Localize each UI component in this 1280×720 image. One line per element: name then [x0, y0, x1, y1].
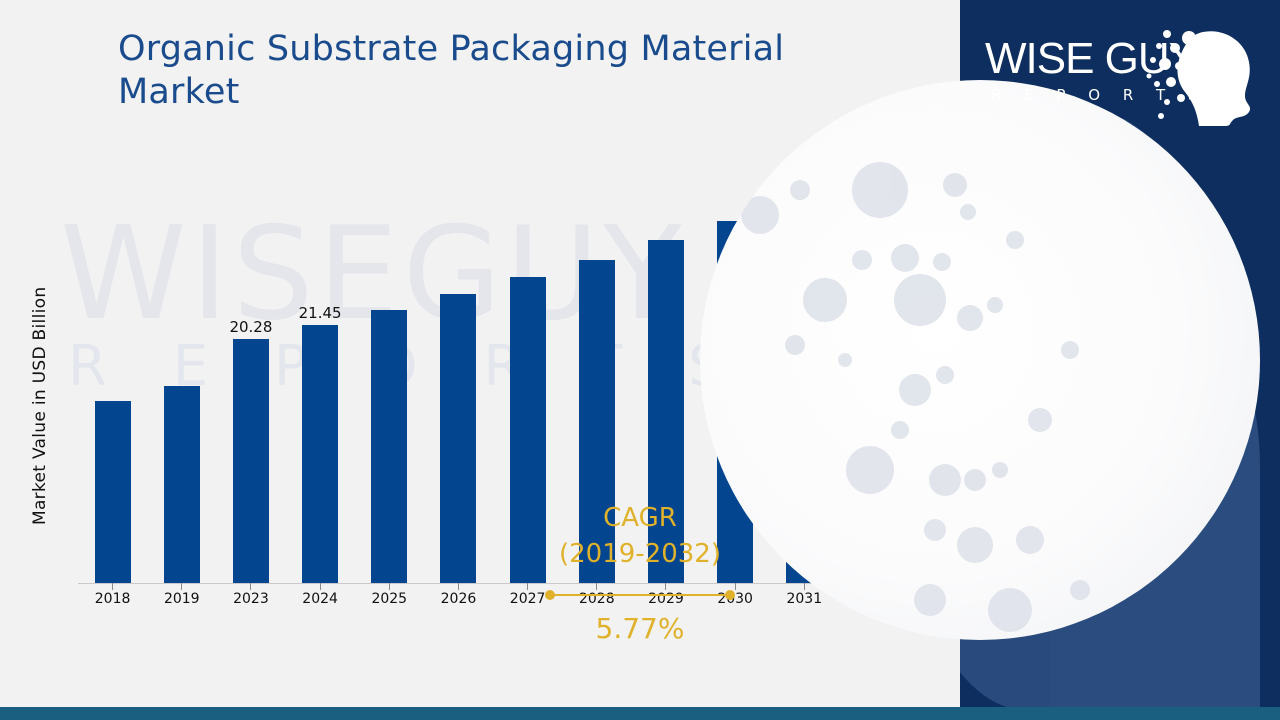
- bottom-accent-strip: [0, 707, 1280, 720]
- bar-slot: 0: [493, 150, 562, 583]
- x-axis-tick: [286, 583, 355, 591]
- bar-slot: 20.28: [216, 150, 285, 583]
- bar-slot: 0: [147, 150, 216, 583]
- x-axis-tick-label: 2018: [94, 591, 131, 607]
- x-axis-tick-label: 2031: [786, 591, 823, 607]
- x-axis-tick: [78, 583, 147, 591]
- bar-value-label: 21.45: [298, 304, 342, 322]
- bar[interactable]: [578, 260, 615, 583]
- bar-slot: 0: [424, 150, 493, 583]
- bar[interactable]: [232, 339, 269, 583]
- bar-value-label: 20.28: [229, 318, 273, 336]
- bar[interactable]: [509, 277, 546, 583]
- bar[interactable]: [371, 310, 408, 583]
- bar[interactable]: [163, 386, 200, 583]
- x-axis-tick-label: 2023: [233, 591, 269, 607]
- bar[interactable]: [94, 401, 131, 583]
- x-axis-tick: [355, 583, 424, 591]
- brand-logo: WISE GUY R E P O R T S: [985, 30, 1255, 126]
- x-axis-tick: [562, 583, 631, 591]
- page-title: Organic Substrate Packaging Material Mar…: [118, 29, 785, 112]
- bar[interactable]: [647, 240, 684, 583]
- x-axis-tick-label: 2027: [509, 591, 546, 607]
- x-axis-tick-label: 2024: [302, 591, 338, 607]
- cagr-range: (2019-2032): [558, 539, 721, 569]
- x-axis-tick: [493, 583, 562, 591]
- x-axis-tick-label: 2025: [371, 591, 408, 607]
- x-axis-tick: [701, 583, 770, 591]
- head-profile-dots-icon: [1146, 30, 1251, 126]
- x-axis-tick: [770, 583, 839, 591]
- x-axis-tick-label: 2026: [440, 591, 477, 607]
- bar-slot: 0: [355, 150, 424, 583]
- x-axis-tick: [147, 583, 216, 591]
- logo-tagline: R E P O R T S: [991, 86, 1207, 104]
- cagr-label: CAGR: [603, 503, 677, 533]
- bar-slot: 0: [78, 150, 147, 583]
- bar[interactable]: [440, 294, 477, 583]
- x-axis-tick: [631, 583, 700, 591]
- bar-slot: 21.45: [286, 150, 355, 583]
- bar-slot: 0: [631, 150, 700, 583]
- divider-dot-right: [725, 590, 735, 600]
- bar-slot: 0: [562, 150, 631, 583]
- cagr-divider: [545, 590, 735, 600]
- bar[interactable]: [302, 325, 339, 583]
- cagr-value: 5.77%: [595, 612, 685, 645]
- x-axis-tick: [424, 583, 493, 591]
- cagr-block: CAGR (2019-2032) 5.77%: [0, 500, 1280, 646]
- x-axis-tick: [216, 583, 285, 591]
- divider-line: [551, 594, 729, 596]
- x-axis-line: [78, 583, 908, 584]
- divider-dot-left: [545, 590, 555, 600]
- x-axis-tick-label: 2019: [163, 591, 200, 607]
- logo-wordmark: WISE GUY: [985, 34, 1198, 83]
